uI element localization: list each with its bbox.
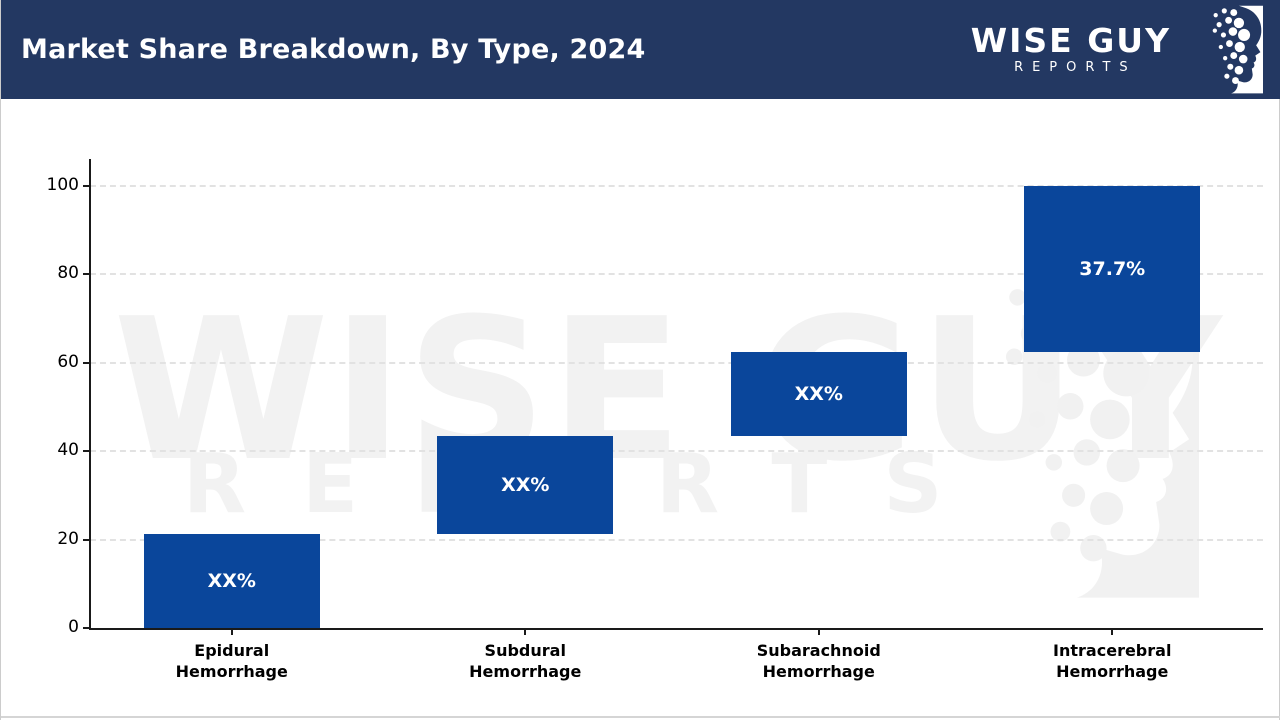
waterfall-chart: WISE GUY REPORTS 020406080100XX%Epidural… [1,99,1280,705]
y-tick-mark-0 [83,627,90,629]
x-tick-mark [230,628,233,635]
wiseguy-logo: WISE GUY REPORTS [971,0,1263,99]
logo-wordmark: WISE GUY [970,20,1171,60]
category-label: Intracerebral Hemorrhage [1053,641,1172,681]
y-tick-mark-100 [83,184,90,187]
bottom-divider [1,716,1280,718]
chart-title: Market Share Breakdown, By Type, 2024 [21,34,646,65]
wiseguy-logo-text: WISE GUY REPORTS [970,20,1171,76]
header-bar: Market Share Breakdown, By Type, 2024 WI… [1,0,1280,99]
gridline-100 [90,184,1263,187]
y-tick-mark-20 [83,538,90,541]
bar-value-label: XX% [501,474,550,497]
x-tick-mark [1111,628,1114,635]
x-tick-mark [524,628,527,635]
x-axis-line [89,628,1263,630]
wiseguy-head-icon [1212,5,1263,93]
y-tick-mark-80 [83,273,90,275]
category-label: Epidural Hemorrhage [175,641,288,681]
bar-value-label: 37.7% [1079,257,1146,280]
category-label: Subarachnoid Hemorrhage [756,641,881,681]
gridline-60 [90,361,1263,364]
gridline-20 [90,538,1263,541]
bar-segment[interactable]: XX% [730,352,907,436]
logo-subtext: REPORTS [1014,60,1137,76]
y-tick-label-100: 100 [46,174,79,195]
y-tick-label-0: 0 [68,617,79,637]
y-tick-label-40: 40 [57,440,79,460]
y-tick-label-80: 80 [57,263,79,283]
y-tick-mark-60 [83,361,90,364]
bar-segment[interactable]: XX% [143,534,320,628]
gridline-40 [90,450,1263,452]
bar-segment[interactable]: 37.7% [1024,185,1201,353]
y-axis-line [89,158,91,630]
category-label: Subdural Hemorrhage [469,641,582,681]
bar-segment[interactable]: XX% [437,435,614,535]
y-tick-label-20: 20 [57,528,79,549]
bar-value-label: XX% [794,383,843,406]
y-tick-mark-40 [83,450,90,452]
bar-value-label: XX% [207,570,256,593]
x-tick-mark [817,628,820,635]
gridline-80 [90,273,1263,275]
y-tick-label-60: 60 [57,351,79,372]
